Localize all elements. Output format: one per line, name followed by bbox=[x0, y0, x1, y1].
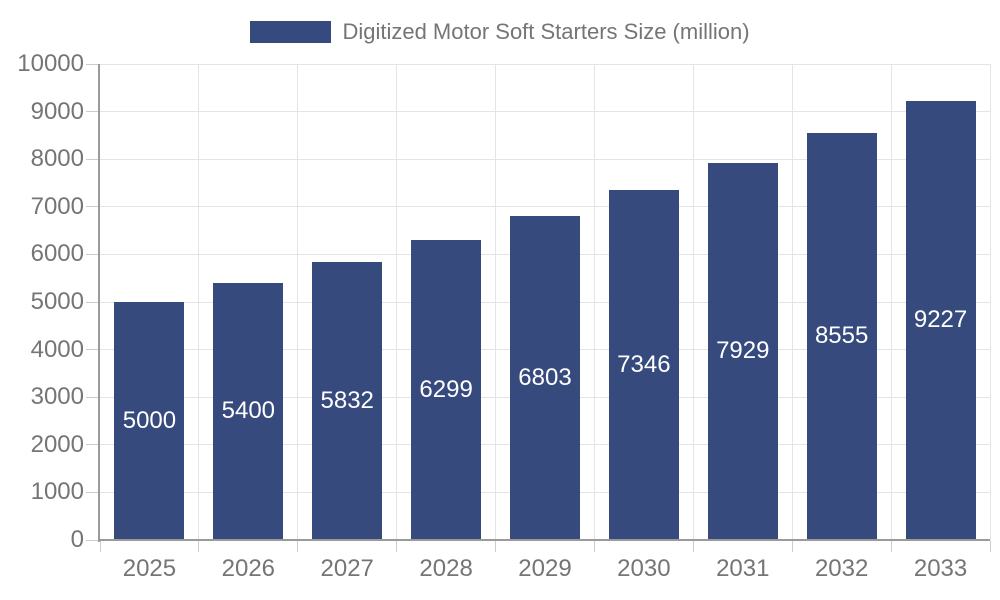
gridline-vertical bbox=[396, 64, 398, 540]
x-axis-category-label: 2026 bbox=[221, 555, 276, 582]
gridline-horizontal bbox=[100, 111, 990, 113]
bar-2026: 5400 bbox=[213, 282, 284, 540]
gridline-horizontal bbox=[100, 206, 990, 208]
bar-value-label: 8555 bbox=[814, 322, 869, 350]
bar-value-label: 7346 bbox=[617, 351, 671, 379]
legend-label: Digitized Motor Soft Starters Size (mill… bbox=[342, 19, 750, 44]
y-axis-tick bbox=[86, 396, 98, 398]
x-axis-tick bbox=[297, 541, 299, 552]
x-axis-category-label: 2031 bbox=[716, 555, 770, 582]
y-axis-tick-label: 8000 bbox=[30, 145, 84, 173]
plot-area: 5000 5400 5832 6299 6803 7346 7929 8555 9227 bbox=[100, 63, 991, 540]
bar-2029: 6803 bbox=[510, 216, 580, 540]
x-axis-tick bbox=[99, 541, 101, 552]
y-axis-tick bbox=[86, 491, 98, 493]
bar-value-label: 9227 bbox=[913, 306, 968, 334]
x-axis-category-label: 2030 bbox=[617, 555, 671, 582]
bar-2031: 7929 bbox=[707, 162, 778, 540]
y-axis-tick-label: 4000 bbox=[30, 335, 84, 363]
x-axis-category-label: 2032 bbox=[814, 555, 869, 582]
y-axis-tick bbox=[86, 158, 98, 160]
gridline-vertical bbox=[890, 64, 892, 540]
gridline-horizontal bbox=[100, 63, 990, 65]
bar-2025: 5000 bbox=[114, 302, 185, 540]
x-axis-tick bbox=[890, 541, 892, 552]
y-axis-tick-label: 1000 bbox=[30, 478, 84, 506]
x-axis-category-label: 2025 bbox=[122, 555, 177, 582]
x-axis-category-label: 2029 bbox=[518, 555, 572, 582]
legend-swatch bbox=[250, 21, 332, 43]
bar-2033: 9227 bbox=[905, 100, 976, 540]
y-axis-tick bbox=[86, 539, 98, 541]
bar-value-label: 6299 bbox=[419, 376, 473, 404]
bar-value-label: 5000 bbox=[122, 407, 177, 434]
gridline-vertical bbox=[692, 64, 694, 540]
y-axis-tick-label: 3000 bbox=[30, 383, 84, 411]
y-axis-tick bbox=[86, 349, 98, 351]
y-axis-tick-label: 5000 bbox=[30, 288, 84, 315]
legend: Digitized Motor Soft Starters Size (mill… bbox=[0, 20, 1000, 44]
x-axis-tick bbox=[593, 541, 595, 552]
y-axis-tick bbox=[86, 63, 98, 65]
gridline-vertical bbox=[791, 64, 793, 540]
gridline-horizontal bbox=[100, 158, 990, 160]
bar-value-label: 5832 bbox=[320, 387, 374, 415]
gridline-vertical bbox=[198, 64, 200, 540]
y-axis-tick-label: 2000 bbox=[30, 430, 84, 458]
bar-2027: 5832 bbox=[312, 262, 383, 540]
gridline-vertical bbox=[593, 64, 595, 540]
bar-value-label: 5400 bbox=[221, 397, 276, 425]
x-axis-category-label: 2027 bbox=[320, 555, 374, 582]
gridline-vertical bbox=[495, 64, 497, 540]
y-axis-tick bbox=[86, 206, 98, 208]
bar-2030: 7346 bbox=[608, 190, 679, 540]
y-axis-tick bbox=[86, 253, 98, 255]
y-axis-tick-label: 9000 bbox=[30, 97, 84, 125]
x-axis-tick bbox=[495, 541, 497, 552]
y-axis-tick-label: 0 bbox=[70, 526, 84, 553]
x-axis-line bbox=[98, 539, 990, 541]
x-axis-tick bbox=[989, 541, 991, 552]
bar-2028: 6299 bbox=[411, 240, 482, 540]
y-axis-tick bbox=[86, 111, 98, 113]
y-axis-tick-label: 6000 bbox=[30, 240, 84, 268]
bar-2032: 8555 bbox=[806, 132, 877, 540]
x-axis-tick bbox=[396, 541, 398, 552]
y-axis-tick-label: 7000 bbox=[30, 192, 84, 220]
x-axis-tick bbox=[198, 541, 200, 552]
x-axis-category-label: 2028 bbox=[419, 555, 473, 582]
y-axis-tick bbox=[86, 444, 98, 446]
y-axis-tick bbox=[86, 301, 98, 303]
gridline-vertical bbox=[989, 64, 991, 540]
x-axis-category-label: 2033 bbox=[913, 555, 968, 582]
x-axis-tick bbox=[791, 541, 793, 552]
gridline-vertical bbox=[297, 64, 299, 540]
y-axis-tick-label: 10000 bbox=[17, 50, 84, 77]
y-axis-line bbox=[98, 64, 100, 542]
x-axis-tick bbox=[692, 541, 694, 552]
bar-value-label: 7929 bbox=[716, 337, 770, 365]
bar-value-label: 6803 bbox=[518, 364, 572, 392]
